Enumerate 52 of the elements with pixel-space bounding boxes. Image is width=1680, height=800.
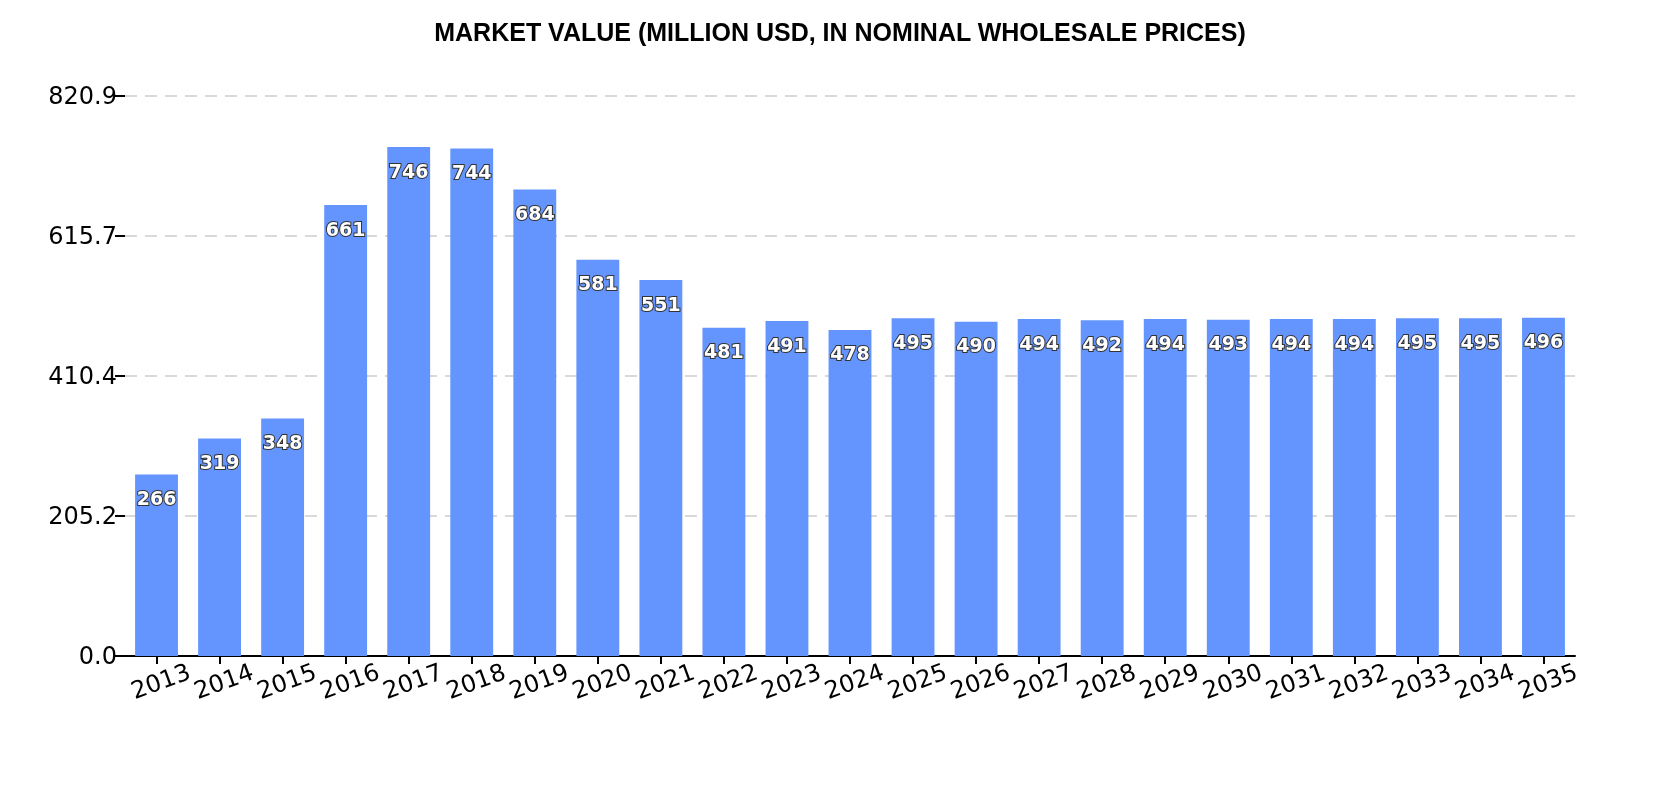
- bar: [639, 280, 683, 656]
- bar: [387, 147, 431, 656]
- y-tick-label: 0.0: [78, 642, 117, 670]
- bar: [702, 327, 746, 656]
- data-label: 495: [893, 330, 933, 353]
- data-label: 744: [451, 160, 492, 183]
- bar: [1080, 320, 1124, 656]
- y-tick-label: 205.2: [48, 502, 117, 531]
- bar: [1206, 319, 1250, 656]
- data-label: 491: [767, 333, 807, 356]
- bar: [1143, 319, 1187, 656]
- bar: [261, 418, 305, 656]
- data-label: 494: [1271, 331, 1312, 354]
- bar: [324, 205, 368, 656]
- data-label: 493: [1208, 332, 1249, 355]
- bar: [954, 321, 998, 656]
- data-label: 661: [325, 217, 366, 240]
- bar: [828, 329, 872, 656]
- data-label: 494: [1019, 331, 1059, 354]
- bar: [1395, 318, 1439, 656]
- bar: [576, 259, 620, 656]
- bar: [1459, 318, 1502, 656]
- chart-title: MARKET VALUE (MILLION USD, IN NOMINAL WHOLESALE PRICES): [434, 17, 1246, 46]
- data-label: 746: [388, 159, 429, 182]
- data-label: 490: [956, 334, 996, 357]
- data-label: 496: [1523, 330, 1564, 353]
- bar: [765, 321, 809, 656]
- data-label: 684: [514, 201, 555, 224]
- data-label: 495: [1460, 330, 1501, 353]
- bar: [891, 318, 935, 656]
- data-label: 495: [1397, 330, 1438, 353]
- bar: [513, 189, 557, 656]
- bar: [1332, 319, 1376, 656]
- bar: [135, 474, 178, 656]
- data-label: 492: [1082, 332, 1123, 355]
- data-label: 478: [830, 342, 870, 365]
- data-label: 319: [199, 450, 240, 473]
- data-label: 481: [704, 340, 744, 363]
- y-tick-label: 615.7: [48, 221, 117, 250]
- data-label: 494: [1145, 331, 1186, 354]
- data-label: 494: [1334, 331, 1375, 354]
- bar: [1522, 317, 1565, 656]
- bar: [450, 148, 494, 656]
- y-tick-label: 410.4: [48, 362, 117, 391]
- bar: [1017, 319, 1061, 656]
- data-label: 348: [262, 431, 303, 454]
- bar: [1269, 319, 1313, 656]
- y-tick-label: 820.9: [48, 82, 117, 110]
- data-label: 551: [641, 292, 681, 315]
- data-label: 266: [136, 487, 177, 510]
- bar: [198, 438, 241, 656]
- data-label: 581: [577, 272, 618, 295]
